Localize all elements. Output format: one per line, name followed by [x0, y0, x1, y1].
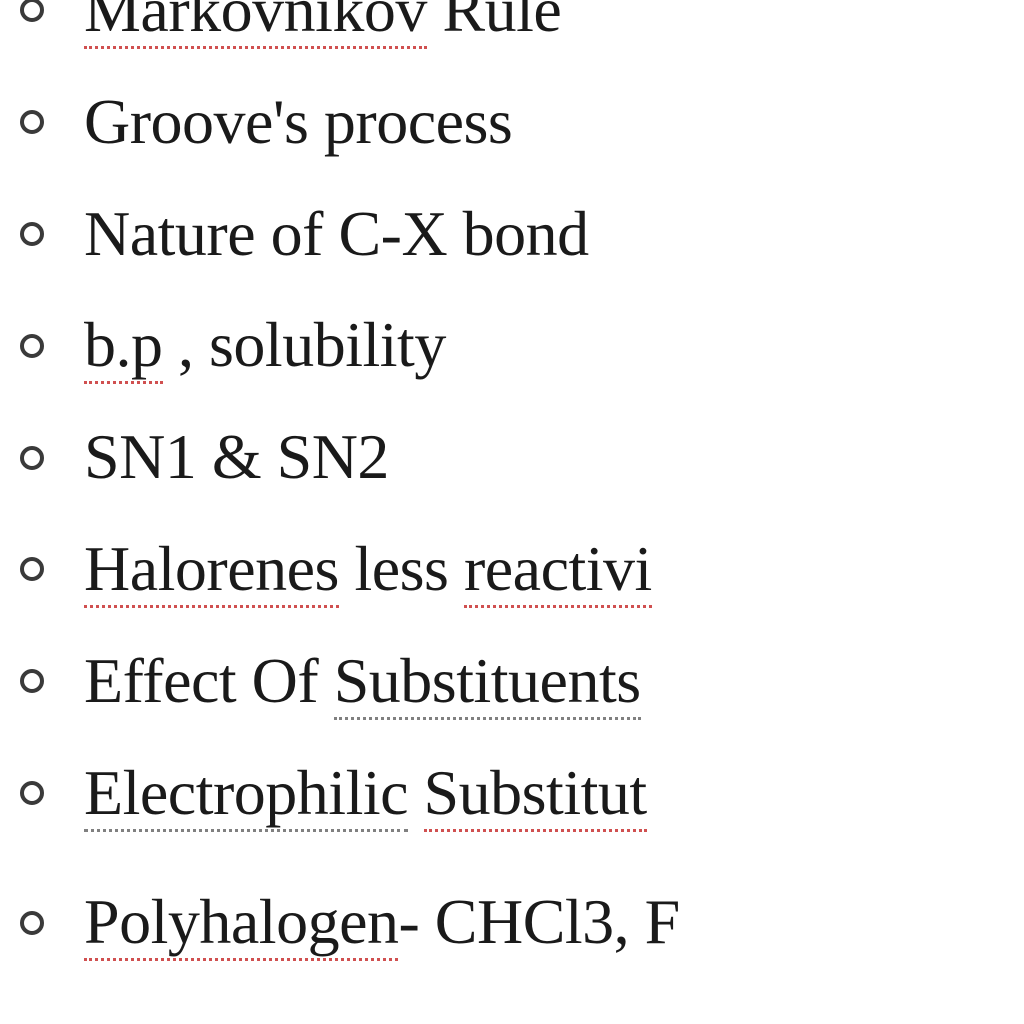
list-item: Markovnikov Rule	[20, 0, 1024, 49]
text-segment: Effect Of	[84, 645, 334, 716]
list-item: Nature of C-X bond	[20, 196, 1024, 273]
list-item-text: Nature of C-X bond	[84, 196, 589, 273]
bullet-icon	[20, 110, 44, 134]
list-item-text: Groove's process	[84, 84, 512, 161]
list-item-text: b.p , solubility	[84, 307, 446, 384]
bullet-icon	[20, 334, 44, 358]
text-segment: Markovnikov	[84, 0, 427, 49]
bulleted-list: Markovnikov Rule Groove's process Nature…	[0, 0, 1024, 943]
bullet-icon	[20, 911, 44, 935]
text-segment: - CHCl3, F	[398, 886, 679, 957]
list-item-text: Markovnikov Rule	[84, 0, 561, 49]
text-segment: SN1 & SN2	[84, 421, 389, 492]
bullet-icon	[20, 0, 44, 22]
text-segment: reactivi	[464, 533, 652, 608]
bullet-icon	[20, 669, 44, 693]
list-item: Electrophilic Substitut	[20, 755, 1024, 832]
bullet-icon	[20, 781, 44, 805]
text-segment: Rule	[427, 0, 561, 45]
list-item: Halorenes less reactivi	[20, 531, 1024, 608]
text-segment: Halorenes	[84, 533, 339, 608]
list-item: b.p , solubility	[20, 307, 1024, 384]
text-segment: Electrophilic	[84, 757, 408, 832]
text-segment: Groove's process	[84, 86, 512, 157]
text-segment: Nature of C-X bond	[84, 198, 589, 269]
bullet-icon	[20, 222, 44, 246]
list-item-text: SN1 & SN2	[84, 419, 389, 496]
text-segment: less	[339, 533, 464, 604]
list-item: Groove's process	[20, 84, 1024, 161]
text-segment: Substitut	[424, 757, 647, 832]
list-item: Polyhalogen- CHCl3, F	[20, 866, 1024, 943]
text-segment: Substituents	[334, 645, 641, 720]
list-item-text: Polyhalogen- CHCl3, F	[84, 884, 680, 961]
list-item: Effect Of Substituents	[20, 643, 1024, 720]
list-item-text: Electrophilic Substitut	[84, 755, 647, 832]
bullet-icon	[20, 557, 44, 581]
text-segment: b.p	[84, 309, 163, 384]
text-segment: , solubility	[163, 309, 446, 380]
list-item: SN1 & SN2	[20, 419, 1024, 496]
text-segment	[408, 757, 424, 828]
bullet-icon	[20, 446, 44, 470]
list-item-text: Effect Of Substituents	[84, 643, 641, 720]
list-item-text: Halorenes less reactivi	[84, 531, 652, 608]
text-segment: Polyhalogen	[84, 886, 398, 961]
